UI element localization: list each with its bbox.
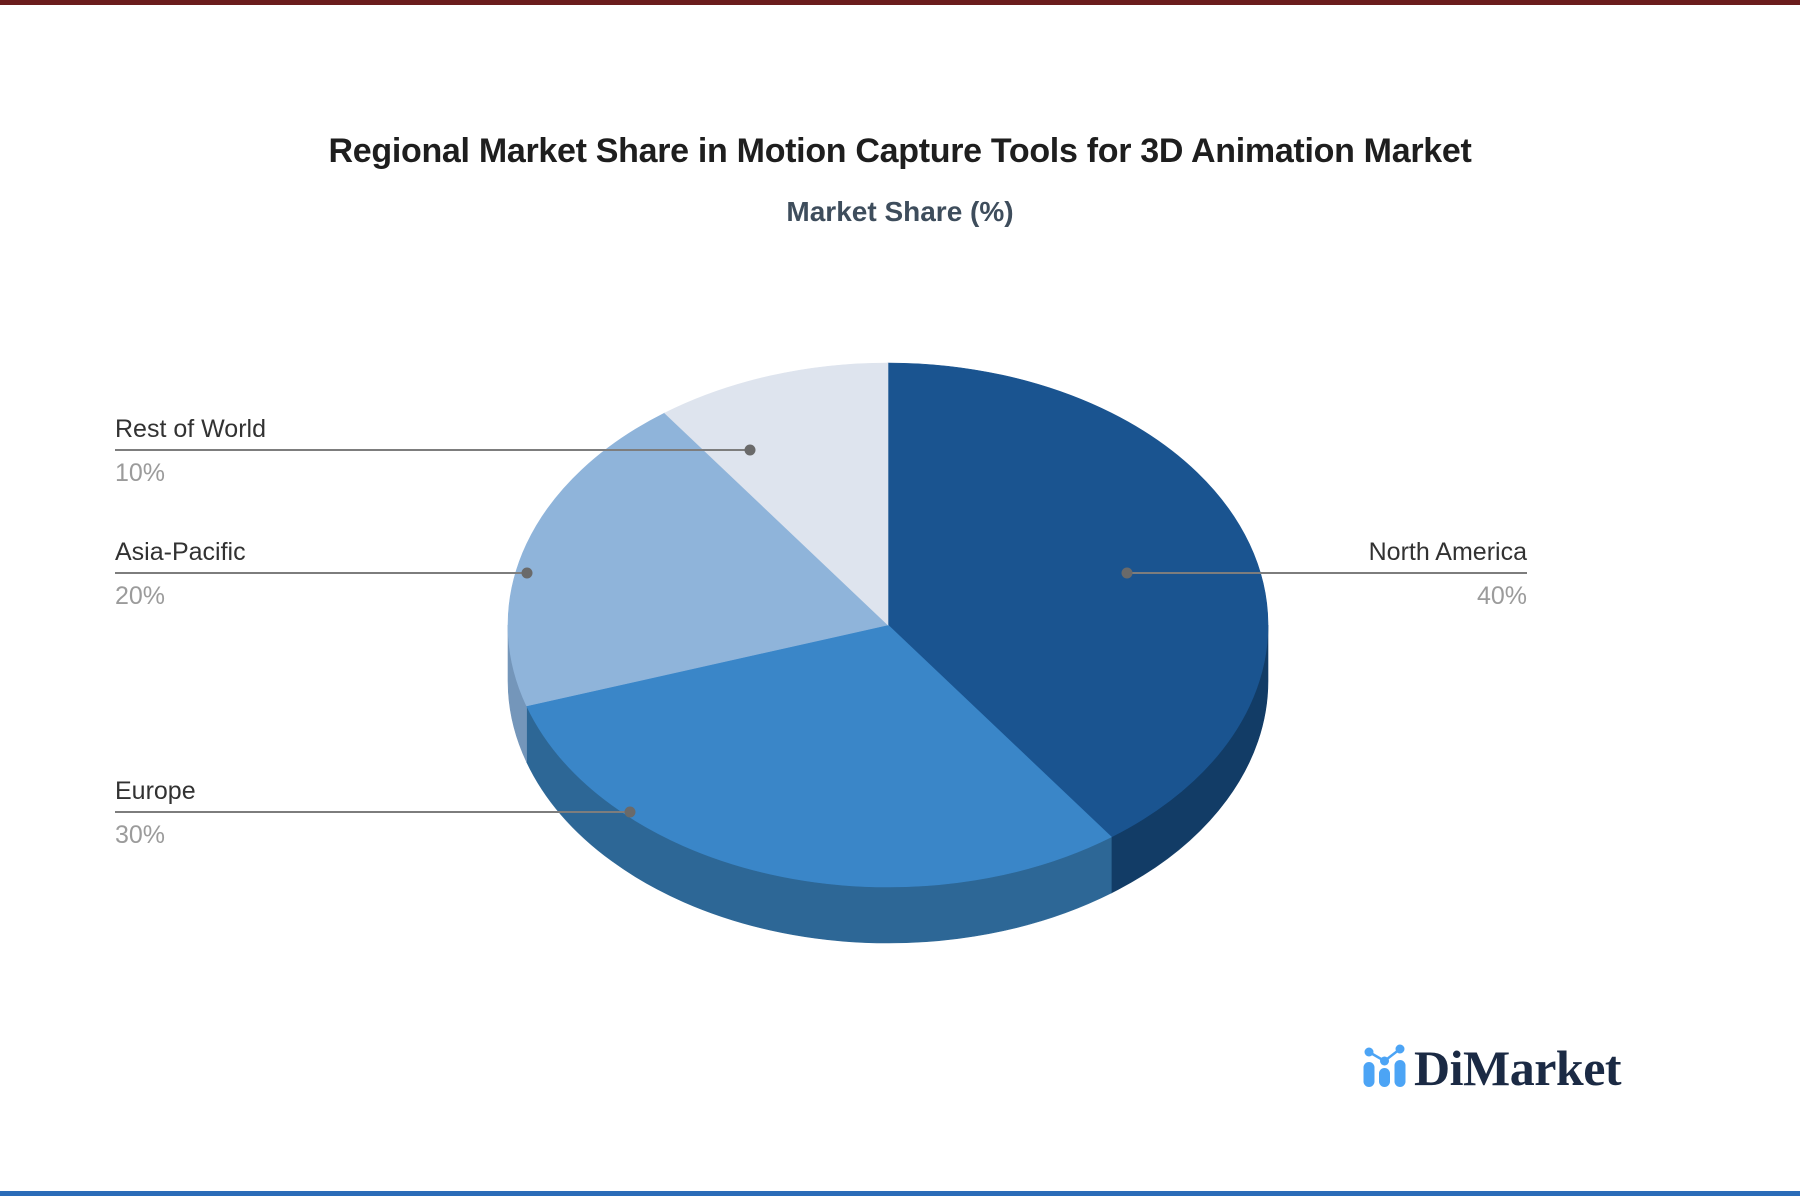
- bottom-accent-strip: [0, 1191, 1800, 1196]
- logo-text: DiMarket: [1414, 1040, 1622, 1096]
- leader-dot-asia-pacific: [521, 567, 533, 579]
- logo-bar-line-chart-icon: [1363, 1044, 1406, 1087]
- chart-title: Regional Market Share in Motion Capture …: [328, 132, 1472, 170]
- logo-dot-1: [1380, 1056, 1389, 1066]
- leader-dot-north-america: [1121, 567, 1133, 579]
- chart-subtitle: Market Share (%): [786, 196, 1014, 227]
- pie-slice-asia-pacific: [507, 412, 889, 707]
- pie-value-north-america: 40%: [1476, 582, 1527, 610]
- pie-value-rest-of-world: 10%: [115, 459, 166, 487]
- pie-value-asia-pacific: 20%: [115, 582, 166, 610]
- pie-slice-north-america: [887, 362, 1269, 838]
- logo-dot-0: [1364, 1047, 1374, 1057]
- pie-slice-europe: [526, 624, 1112, 888]
- pie-label-rest-of-world: Rest of World: [115, 415, 266, 443]
- logo-bar-1: [1379, 1068, 1390, 1087]
- leader-dot-europe: [624, 806, 636, 818]
- logo-dot-2: [1395, 1044, 1405, 1054]
- pie-label-north-america: North America: [1368, 538, 1527, 566]
- pie-label-asia-pacific: Asia-Pacific: [115, 538, 246, 566]
- top-accent-strip: [0, 0, 1800, 5]
- logo-bar-0: [1363, 1062, 1375, 1087]
- logo-bar-2: [1394, 1060, 1406, 1087]
- leader-dot-rest-of-world: [744, 444, 756, 456]
- pie-slice-rest-of-world: [664, 362, 889, 626]
- pie-value-europe: 30%: [115, 821, 166, 849]
- pie-label-europe: Europe: [115, 777, 196, 805]
